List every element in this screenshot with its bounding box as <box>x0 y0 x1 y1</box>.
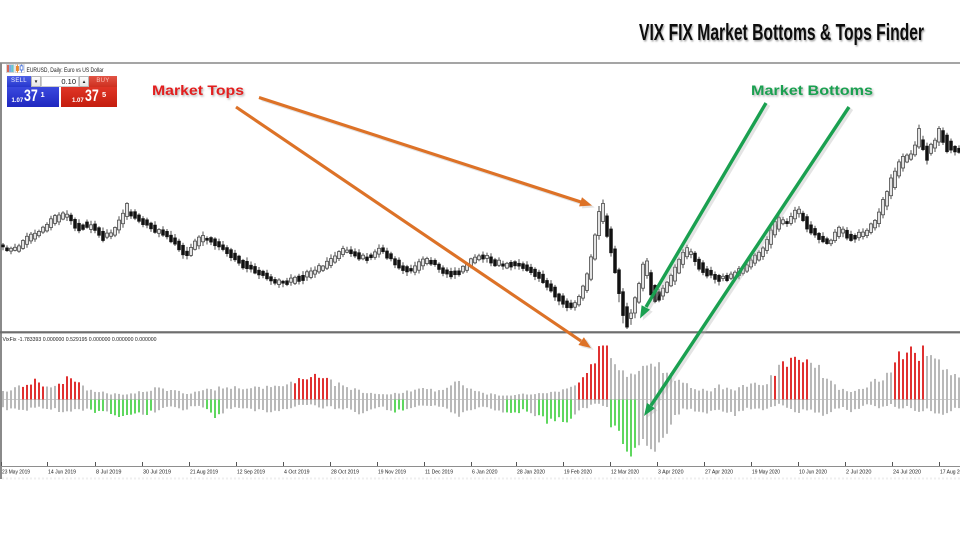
svg-text:27 Apr 2020: 27 Apr 2020 <box>705 470 733 476</box>
svg-text:14 Jun 2019: 14 Jun 2019 <box>48 470 76 476</box>
svg-text:30 Jul 2019: 30 Jul 2019 <box>143 470 171 476</box>
svg-text:2 Jul 2020: 2 Jul 2020 <box>846 470 872 476</box>
svg-text:19 Feb 2020: 19 Feb 2020 <box>564 470 592 476</box>
svg-text:6 Jan 2020: 6 Jan 2020 <box>472 470 498 476</box>
svg-text:VixFix -1.783393 0.000000 0.52: VixFix -1.783393 0.000000 0.529195 0.000… <box>3 337 157 343</box>
svg-text:4 Oct 2019: 4 Oct 2019 <box>284 470 310 476</box>
svg-text:21 Aug 2019: 21 Aug 2019 <box>190 470 218 476</box>
svg-text:28 Oct 2019: 28 Oct 2019 <box>331 470 359 476</box>
svg-text:23 May 2019: 23 May 2019 <box>2 470 30 476</box>
svg-text:12 Sep 2019: 12 Sep 2019 <box>237 470 265 476</box>
svg-text:24 Jul 2020: 24 Jul 2020 <box>893 470 921 476</box>
svg-text:EURUSD, Daily: Euro vs US Dol: EURUSD, Daily: Euro vs US Dollar <box>27 67 104 74</box>
svg-text:10 Jun 2020: 10 Jun 2020 <box>799 470 827 476</box>
svg-text:8 Jul 2019: 8 Jul 2019 <box>96 470 122 476</box>
svg-text:19 May 2020: 19 May 2020 <box>752 470 780 476</box>
svg-text:17 Aug 2020: 17 Aug 2020 <box>940 470 960 476</box>
svg-text:19 Nov 2019: 19 Nov 2019 <box>378 470 406 476</box>
svg-text:Market Tops: Market Tops <box>152 83 244 98</box>
svg-text:VIX FIX Market Bottoms & Tops: VIX FIX Market Bottoms & Tops Finder <box>639 19 924 45</box>
svg-text:28 Jan 2020: 28 Jan 2020 <box>517 470 545 476</box>
svg-text:12 Mar 2020: 12 Mar 2020 <box>611 470 639 476</box>
svg-text:Market Bottoms: Market Bottoms <box>751 83 873 98</box>
svg-text:3 Apr 2020: 3 Apr 2020 <box>658 470 684 476</box>
svg-text:11 Dec 2019: 11 Dec 2019 <box>425 470 453 476</box>
